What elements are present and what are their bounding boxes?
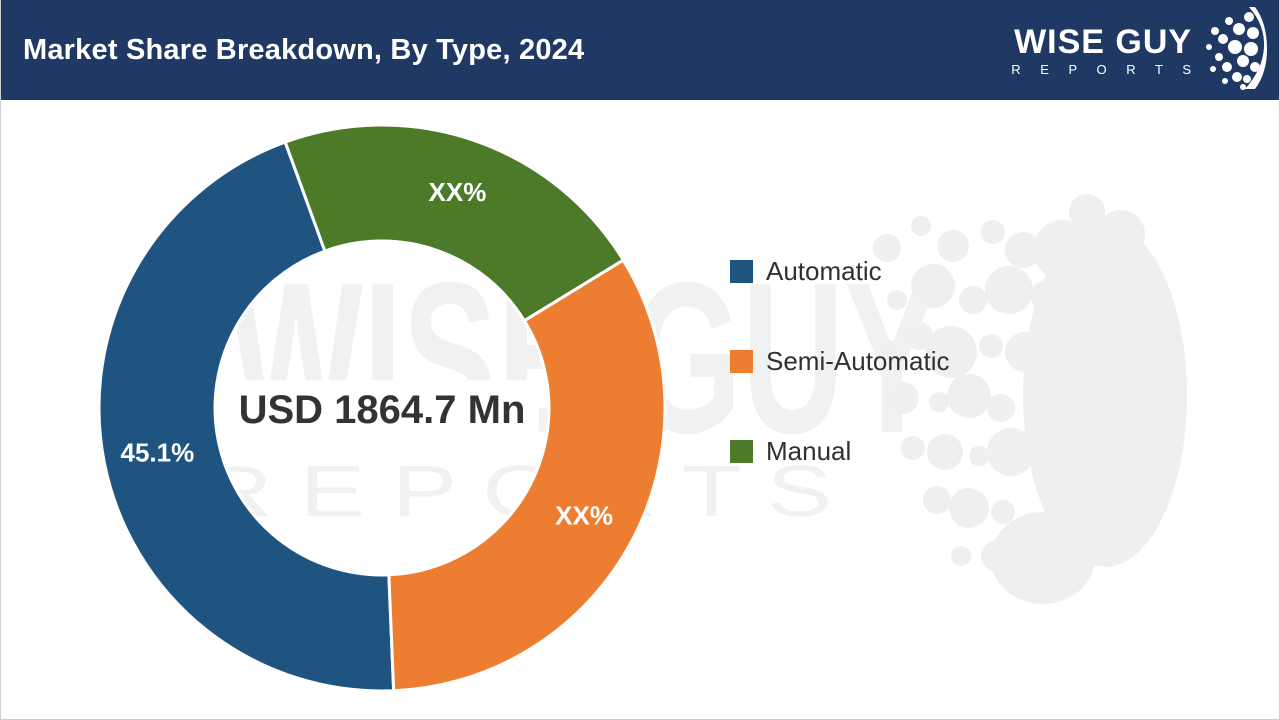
legend-item-manual: Manual — [730, 436, 950, 466]
donut-segment-semi-automatic — [387, 258, 667, 693]
chart-center-box — [225, 380, 539, 438]
chart-center-value: USD 1864.7 Mn — [239, 388, 526, 432]
page-title: Market Share Breakdown, By Type, 2024 — [23, 33, 585, 66]
segment-label-manual: XX% — [429, 177, 487, 207]
legend-item-semi-automatic: Semi-Automatic — [730, 346, 950, 376]
legend-swatch-manual — [730, 439, 753, 463]
donut-segment-manual — [283, 123, 625, 323]
legend-item-automatic: Automatic — [730, 256, 950, 286]
header-bar: Market Share Breakdown, By Type, 2024 WI… — [1, 0, 1279, 100]
legend-swatch-automatic — [730, 259, 753, 283]
legend-label-automatic: Automatic — [766, 255, 882, 286]
segment-label-semi-automatic: XX% — [555, 501, 613, 531]
brand-wordmark: WISE GUY — [1014, 22, 1193, 61]
brand-logo-text: WISE GUY R E P O R T S — [1007, 25, 1199, 76]
donut-segment-automatic — [97, 140, 396, 693]
segment-label-automatic: 45.1% — [120, 437, 194, 467]
brand-logo: WISE GUY R E P O R T S — [1007, 7, 1267, 93]
legend-label-semi-automatic: Semi-Automatic — [766, 345, 950, 376]
legend-label-manual: Manual — [766, 435, 852, 466]
donut-chart: 45.1% XX% XX% USD 1864.7 Mn — [97, 123, 667, 693]
brand-face-icon — [1206, 7, 1267, 90]
chart-center-group: USD 1864.7 Mn — [225, 380, 539, 438]
watermark-face-dots — [873, 194, 1187, 604]
brand-subtext: R E P O R T S — [1011, 61, 1199, 77]
chart-legend: Automatic Semi-Automatic Manual — [730, 256, 950, 526]
legend-swatch-semi-automatic — [730, 349, 753, 373]
